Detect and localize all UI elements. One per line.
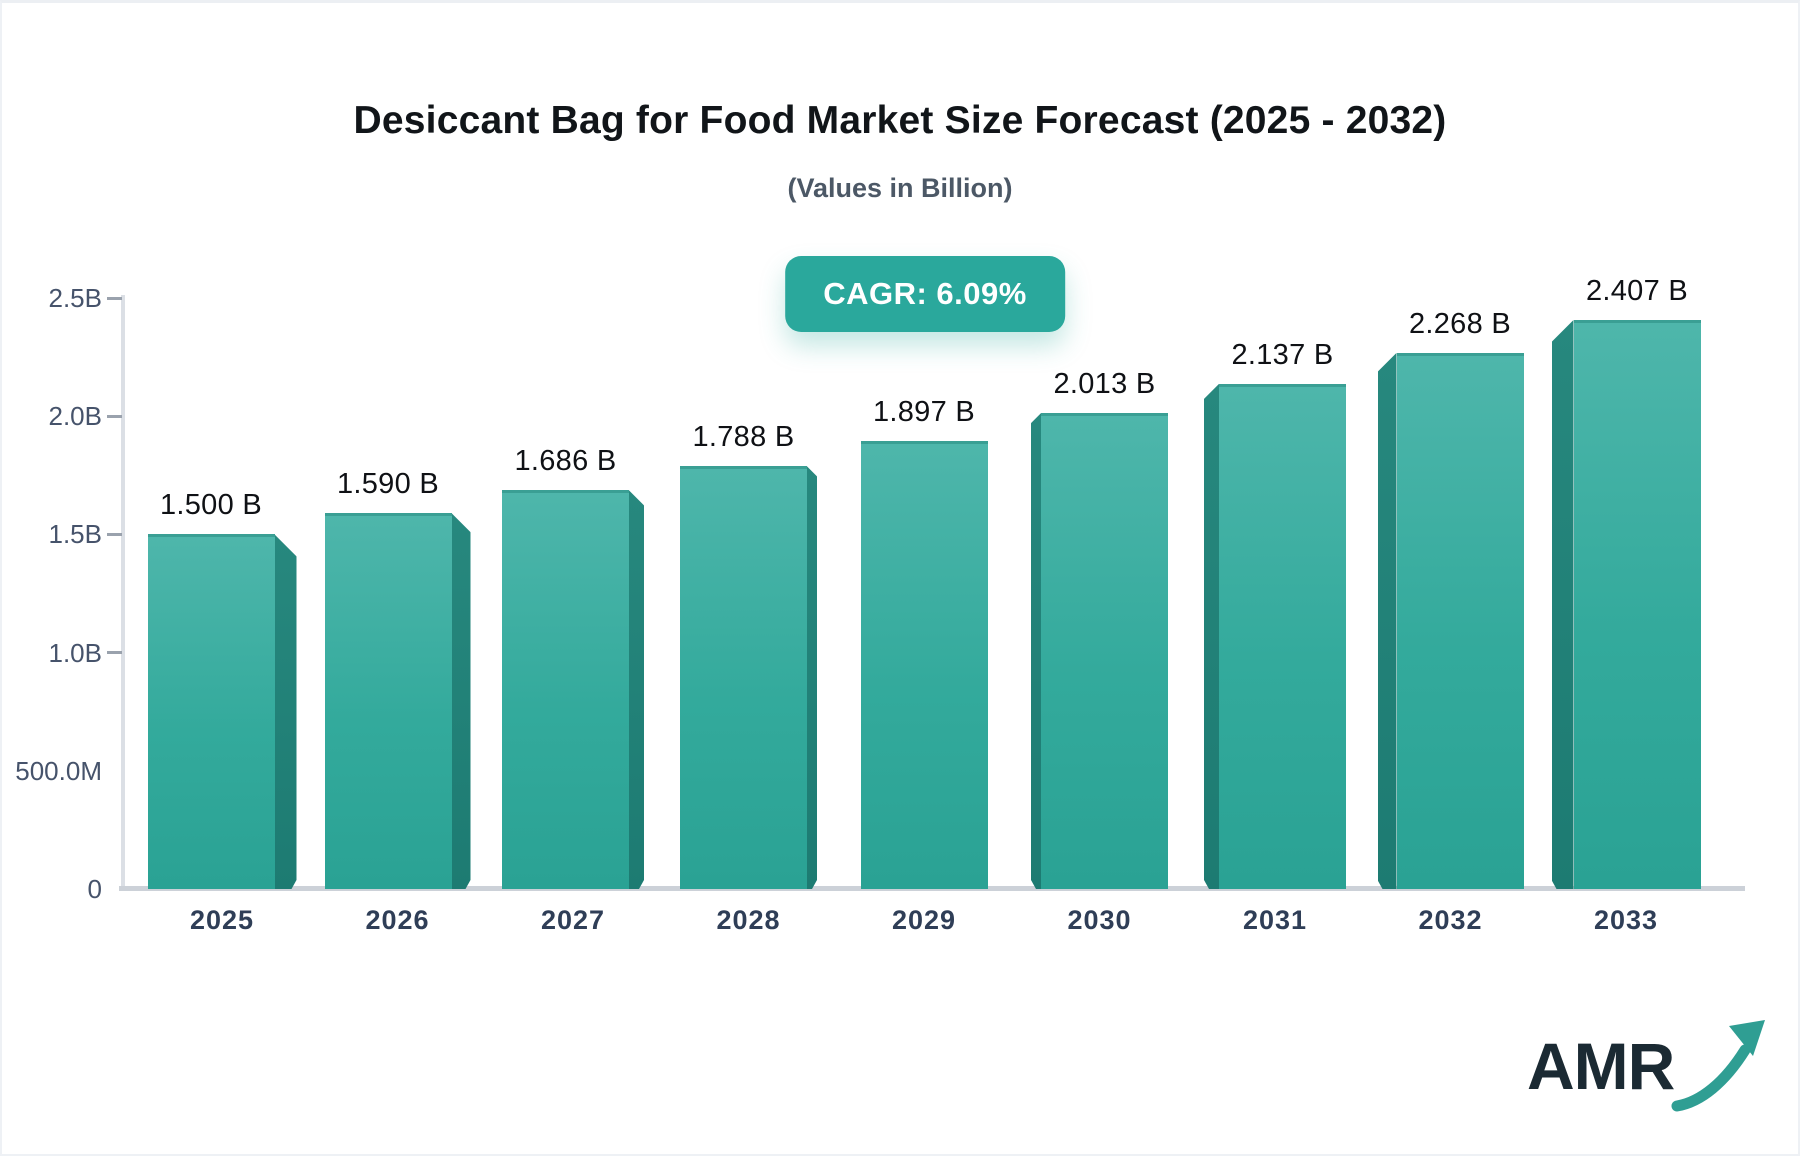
bar-3d-side <box>1378 353 1397 889</box>
y-tick-label: 500.0M <box>15 755 102 786</box>
bar-3d-side <box>807 466 817 889</box>
bar-3d-side <box>1552 320 1574 889</box>
bar-face <box>502 490 629 889</box>
amr-logo: AMR <box>1527 1018 1767 1118</box>
x-tick-label: 2032 <box>1418 904 1483 935</box>
bar-2027[interactable]: 1.686 B 2027 <box>502 445 644 935</box>
x-tick-label: 2033 <box>1593 904 1659 935</box>
bar-2031[interactable]: 2.137 B 2031 <box>1204 339 1346 935</box>
y-axis-line <box>121 295 125 889</box>
x-tick-label: 2026 <box>365 904 430 935</box>
x-tick-label: 2025 <box>189 904 255 935</box>
bar-3d-side <box>629 490 644 889</box>
bar-value-label: 2.407 B <box>1585 274 1689 307</box>
bar-2033[interactable]: 2.407 B 2033 <box>1552 275 1701 935</box>
chart-title: Desiccant Bag for Food Market Size Forec… <box>353 99 1447 142</box>
y-tick-label: 1.5B <box>48 519 103 550</box>
bar-value-label: 1.590 B <box>336 468 440 501</box>
y-tick-label: 2.5B <box>48 283 103 313</box>
cagr-badge: CAGR: 6.09% <box>785 256 1065 332</box>
bar-value-label: 1.897 B <box>872 395 976 428</box>
bar-3d-side <box>1204 384 1219 889</box>
bar-2028[interactable]: 1.788 B 2028 <box>680 421 817 935</box>
bar-value-label: 1.686 B <box>514 445 617 478</box>
bar-3d-side <box>452 513 471 889</box>
bar-face <box>324 513 452 889</box>
bar-face <box>1219 383 1346 889</box>
bar-2025[interactable]: 1.500 B 2025 <box>147 489 297 935</box>
bar-2029[interactable]: 1.897 B 2029 <box>860 396 988 935</box>
x-tick-label: 2029 <box>891 904 957 935</box>
bar-value-label: 2.268 B <box>1408 307 1512 340</box>
y-tick-mark <box>107 414 122 418</box>
y-tick-mark <box>107 296 122 300</box>
bar-value-label: 1.500 B <box>159 489 263 522</box>
bar-face <box>1041 413 1168 889</box>
bar-2032[interactable]: 2.268 B 2032 <box>1378 308 1524 935</box>
bar-2030[interactable]: 2.013 B 2030 <box>1031 368 1168 935</box>
y-tick-mark <box>107 651 122 655</box>
bar-value-label: 2.137 B <box>1231 338 1334 371</box>
y-tick-label: 1.0B <box>48 637 103 668</box>
bar-face <box>1573 319 1701 889</box>
trend-up-arrow-icon <box>1671 1020 1765 1112</box>
y-tick-label: 0 <box>87 874 102 904</box>
chart-subtitle: (Values in Billion) <box>787 173 1013 203</box>
bar-face <box>860 440 988 889</box>
bar-value-label: 2.013 B <box>1053 368 1156 401</box>
x-tick-label: 2030 <box>1067 904 1132 935</box>
y-tick-mark <box>107 532 122 536</box>
bar-face <box>147 534 275 889</box>
x-tick-label: 2028 <box>716 904 781 935</box>
x-tick-label: 2031 <box>1242 904 1308 935</box>
bar-2026[interactable]: 1.590 B 2026 <box>324 468 471 935</box>
bar-value-label: 1.788 B <box>692 421 795 454</box>
x-tick-label: 2027 <box>540 904 606 935</box>
bar-3d-side <box>1031 413 1041 889</box>
bar-3d-side <box>275 534 297 889</box>
y-tick-label: 2.0B <box>48 401 103 432</box>
bar-face <box>680 466 807 889</box>
bar-face <box>1396 352 1524 889</box>
amr-logo-text: AMR <box>1527 1029 1675 1103</box>
